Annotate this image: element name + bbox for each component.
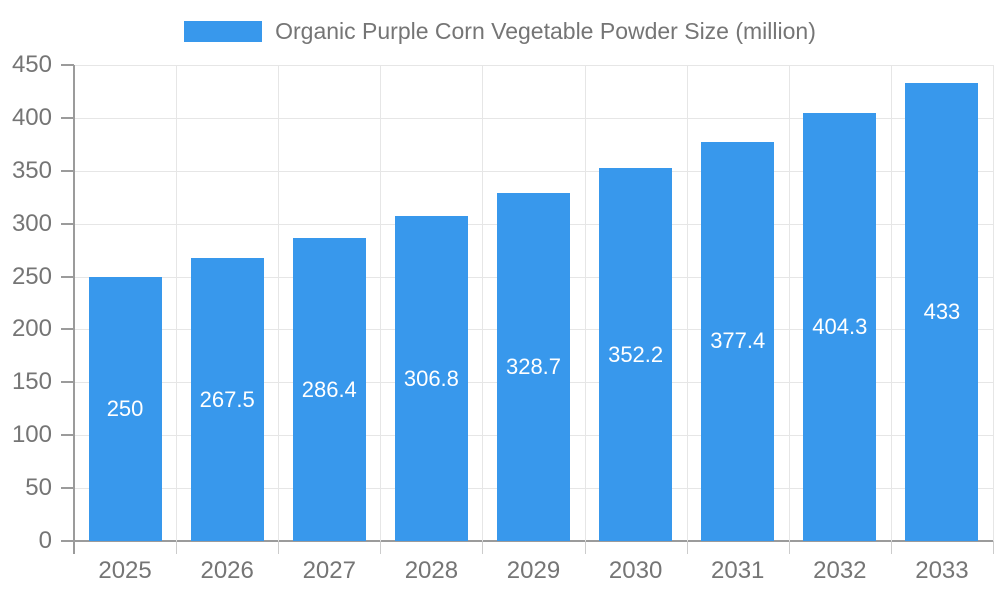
- x-axis-tick: [380, 541, 382, 554]
- y-axis-tick: [61, 116, 74, 119]
- y-axis-line: [73, 65, 75, 554]
- y-axis-label: 200: [11, 315, 52, 343]
- x-axis-tick: [482, 541, 484, 554]
- bar-value-label: 267.5: [199, 386, 255, 412]
- gridline-horizontal: [74, 117, 993, 119]
- x-axis-label: 2032: [813, 557, 867, 584]
- x-axis-tick: [176, 541, 178, 554]
- x-axis-label: 2028: [404, 557, 459, 584]
- bar-value-label: 286.4: [301, 376, 357, 402]
- y-axis-label: 50: [25, 474, 52, 502]
- y-axis-label: 0: [38, 527, 52, 554]
- gridline-horizontal: [74, 65, 993, 66]
- x-axis-label: 2029: [506, 557, 561, 584]
- bar[interactable]: 306.8: [394, 216, 468, 541]
- y-axis-label: 100: [11, 421, 52, 449]
- legend: Organic Purple Corn Vegetable Powder Siz…: [0, 18, 1000, 45]
- y-axis-tick: [61, 275, 74, 278]
- gridline-vertical: [176, 65, 178, 541]
- bar[interactable]: 286.4: [292, 238, 366, 541]
- y-axis-tick: [61, 434, 74, 437]
- gridline-vertical: [686, 65, 688, 541]
- y-axis-tick: [61, 64, 74, 66]
- y-axis-label: 400: [11, 103, 52, 131]
- x-axis-label: 2027: [302, 557, 356, 584]
- y-axis-label: 150: [11, 368, 52, 396]
- y-axis-tick: [61, 328, 74, 331]
- x-axis-tick: [890, 541, 892, 554]
- y-axis-tick: [61, 540, 74, 542]
- bar-value-label: 404.3: [812, 314, 868, 340]
- bar[interactable]: 433: [905, 82, 979, 541]
- y-axis-tick: [61, 381, 74, 384]
- x-axis-label: 2031: [711, 557, 765, 584]
- x-axis-line: [74, 540, 993, 542]
- bar[interactable]: 404.3: [803, 113, 877, 541]
- gridline-vertical: [890, 65, 892, 541]
- x-axis-tick: [584, 541, 586, 554]
- gridline-vertical: [788, 65, 790, 541]
- x-axis-label: 2026: [200, 557, 254, 584]
- x-axis-label: 2033: [915, 557, 969, 584]
- gridline-vertical: [993, 65, 994, 541]
- x-axis-tick: [686, 541, 688, 554]
- bar-value-label: 328.7: [505, 354, 562, 380]
- bar[interactable]: 328.7: [497, 193, 570, 541]
- bar-value-label: 377.4: [710, 328, 766, 354]
- bar[interactable]: 377.4: [701, 141, 775, 541]
- y-axis-tick: [61, 222, 74, 225]
- y-axis-tick: [61, 169, 74, 172]
- bar-value-label: 352.2: [608, 341, 664, 367]
- gridline-vertical: [482, 65, 484, 541]
- gridline-horizontal: [74, 170, 993, 172]
- gridline-vertical: [584, 65, 586, 541]
- legend-swatch: [184, 21, 263, 42]
- gridline-vertical: [278, 65, 280, 541]
- x-axis-tick: [993, 541, 994, 554]
- legend-item[interactable]: Organic Purple Corn Vegetable Powder Siz…: [184, 18, 816, 45]
- bar-value-label: 250: [106, 395, 144, 421]
- x-axis-tick: [278, 541, 280, 554]
- x-axis-label: 2025: [98, 557, 152, 584]
- x-axis-label: 2030: [608, 557, 663, 584]
- legend-label: Organic Purple Corn Vegetable Powder Siz…: [275, 18, 816, 44]
- gridline-vertical: [380, 65, 382, 541]
- y-axis-label: 350: [11, 156, 52, 184]
- y-axis-label: 250: [11, 262, 52, 290]
- y-axis-label: 450: [11, 51, 52, 78]
- x-axis-tick: [788, 541, 790, 554]
- y-axis-tick: [61, 487, 74, 490]
- bar[interactable]: 250: [88, 276, 162, 541]
- y-axis-label: 300: [11, 209, 52, 237]
- bar[interactable]: 267.5: [190, 258, 264, 541]
- bar-value-label: 306.8: [403, 365, 459, 391]
- bar[interactable]: 352.2: [599, 168, 673, 541]
- bar-value-label: 433: [923, 298, 961, 324]
